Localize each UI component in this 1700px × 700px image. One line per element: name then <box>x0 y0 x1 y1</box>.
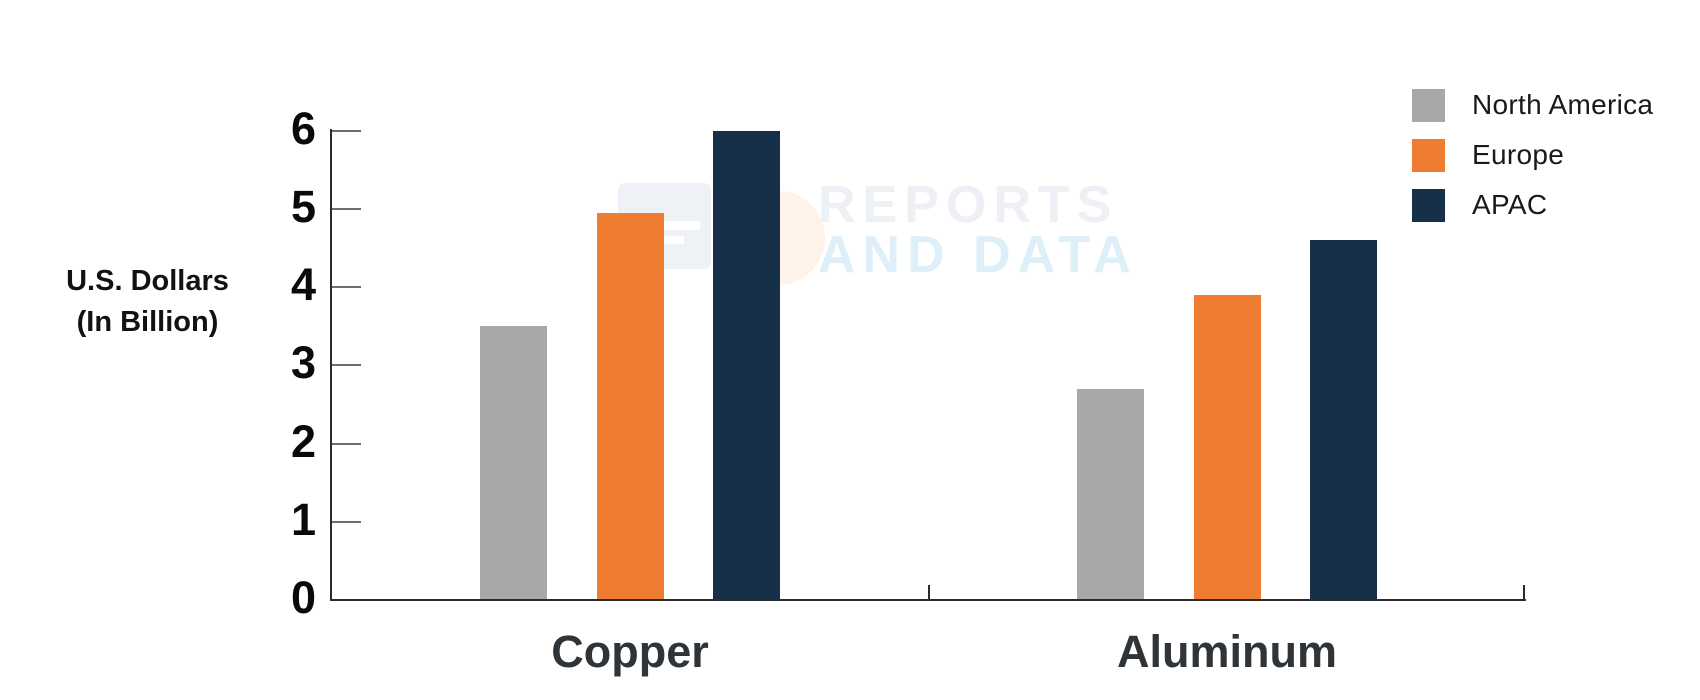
watermark-text-line2: AND DATA <box>818 226 1138 284</box>
y-tick-label-6: 6 <box>290 102 316 154</box>
y-tick-line-2 <box>332 442 361 445</box>
bar-copper-apac <box>713 130 780 600</box>
bar-aluminum-europe <box>1193 295 1261 600</box>
legend-item-apac: APAC <box>1412 188 1547 222</box>
legend-item-europe: Europe <box>1412 138 1564 172</box>
x-tick-line-1 <box>1523 585 1525 600</box>
bar-aluminum-north-america <box>1077 388 1144 600</box>
watermark-logo-stripe <box>636 221 700 230</box>
y-axis-title-line1: U.S. Dollars <box>66 265 229 297</box>
y-axis-title-line2: (In Billion) <box>76 306 219 338</box>
watermark-text-line1: REPORTS <box>818 176 1119 234</box>
x-axis-line <box>330 599 1526 601</box>
bar-copper-north-america <box>480 326 547 600</box>
legend-item-north-america: North America <box>1412 88 1653 122</box>
legend-swatch-europe <box>1412 138 1445 172</box>
legend-label-apac: APAC <box>1472 189 1548 220</box>
y-tick-label-2: 2 <box>290 415 316 467</box>
category-label-copper: Copper <box>551 626 709 677</box>
y-axis-line <box>330 129 332 601</box>
y-tick-label-0: 0 <box>290 571 316 623</box>
y-tick-label-1: 1 <box>290 493 316 545</box>
legend-label-north-america: North America <box>1472 89 1654 120</box>
y-tick-label-4: 4 <box>290 259 316 311</box>
x-tick-line-0 <box>928 585 930 600</box>
y-tick-label-3: 3 <box>290 337 316 389</box>
y-tick-line-5 <box>332 208 361 210</box>
bar-aluminum-apac <box>1310 240 1377 600</box>
bar-copper-europe <box>596 212 664 600</box>
legend-label-europe: Europe <box>1472 139 1565 170</box>
y-tick-line-3 <box>332 364 361 367</box>
legend-swatch-north-america <box>1412 88 1445 122</box>
category-label-aluminum: Aluminum <box>1117 626 1337 677</box>
y-tick-label-5: 5 <box>290 180 316 232</box>
y-axis-title: U.S. Dollars (In Billion) <box>25 261 270 343</box>
legend-swatch-apac <box>1412 188 1445 222</box>
y-tick-line-6 <box>332 129 361 132</box>
y-tick-line-1 <box>332 520 361 523</box>
y-tick-line-4 <box>332 286 361 289</box>
